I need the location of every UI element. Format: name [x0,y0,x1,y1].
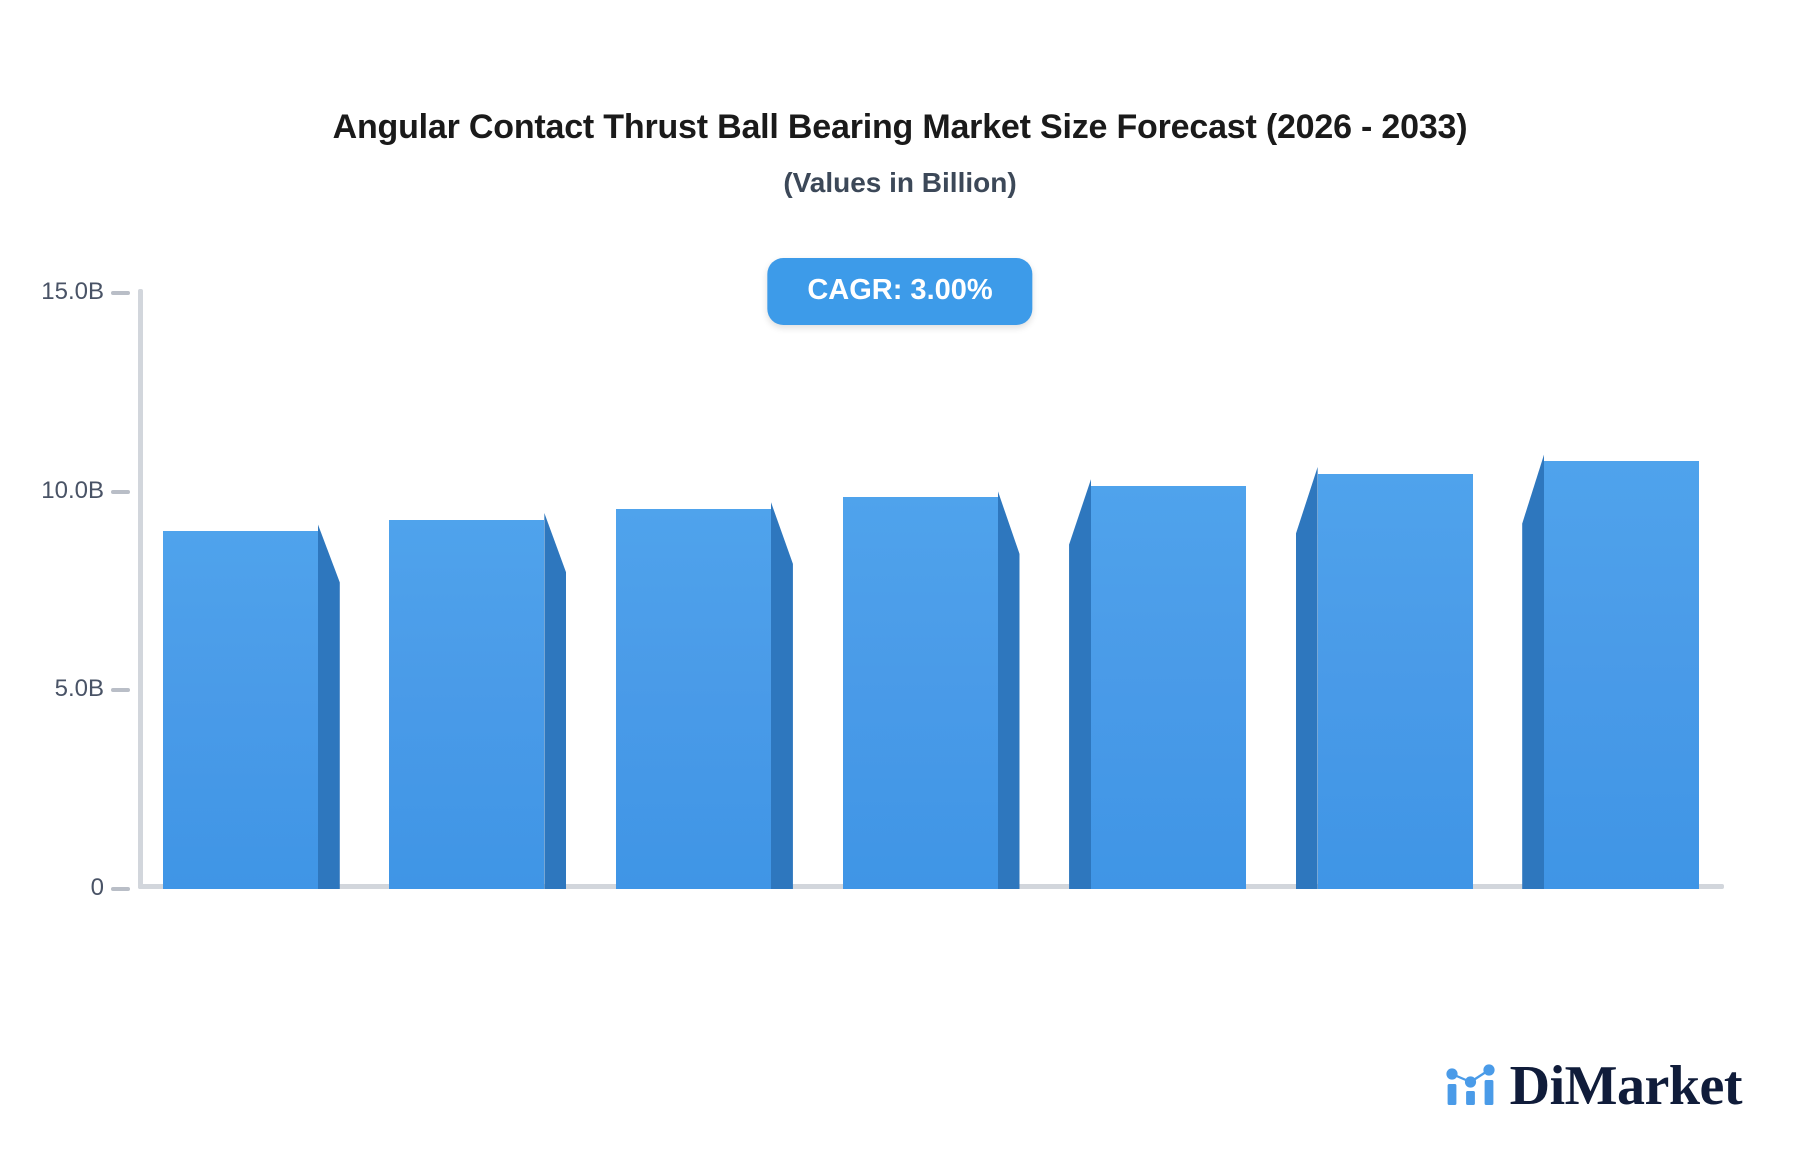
y-axis-tick-label: 0 [90,874,104,901]
y-axis-tick-label: 15.0B [41,278,104,305]
brand-logo: DiMarket [1445,1054,1743,1117]
bar-side-face [997,490,1020,889]
bar-chart-dots-icon [1445,1057,1497,1114]
bar [162,531,318,889]
y-axis-tick-mark [111,489,130,494]
bars-layer: 9.018 B20259.288 B20269.567 B20279.854 B… [138,0,1724,1156]
bar-side-face [770,502,793,889]
y-axis-tick-mark [111,887,130,891]
y-axis-tick-label: 5.0B [54,675,104,703]
chart-subtitle: (Values in Billion) [783,167,1017,198]
y-axis-tick-mark [111,688,130,693]
bar-side-face [544,513,567,889]
y-axis-tick-mark [111,291,130,295]
bar [1317,474,1473,889]
logo-text: DiMarket [1509,1054,1743,1117]
bar [615,509,771,889]
y-axis-tick-label: 10.0B [41,476,104,504]
bar-side-face [1522,454,1545,889]
bar-side-face [317,524,340,889]
bar-side-face [1069,479,1092,889]
bar [1544,461,1700,889]
cagr-badge: CAGR: 3.00% [767,258,1033,325]
title-block: Angular Contact Thrust Ball Bearing Mark… [0,108,1800,199]
page-title: Angular Contact Thrust Ball Bearing Mark… [332,108,1468,146]
bar-side-face [1295,467,1318,889]
bar [1091,486,1247,889]
y-axis-line [138,289,143,889]
bar [842,497,998,889]
bar [389,520,545,889]
